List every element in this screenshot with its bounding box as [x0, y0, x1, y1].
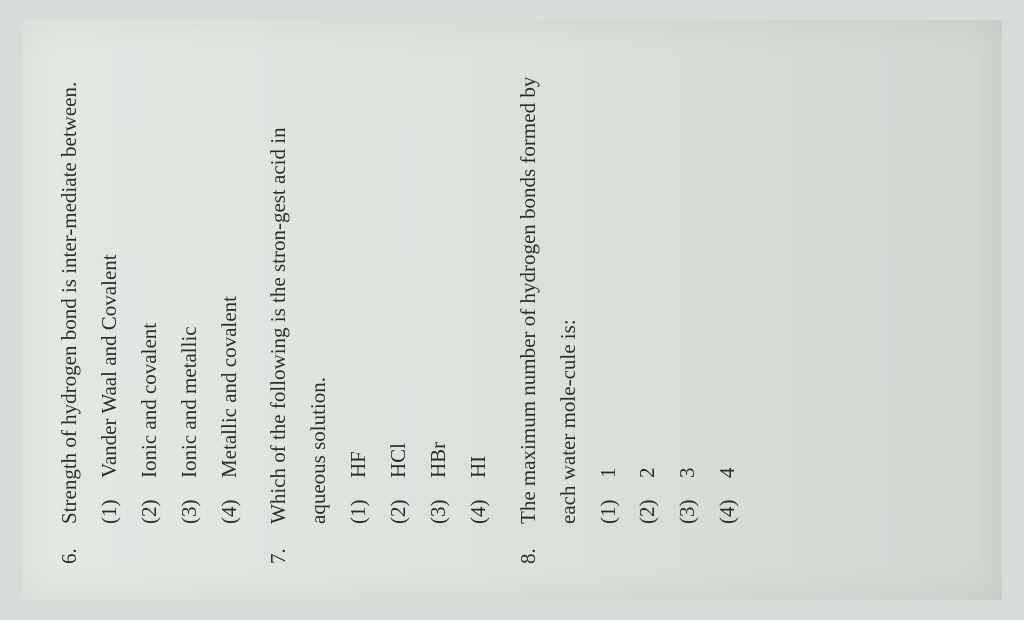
question-stem: Which of the following is the stron-gest…: [259, 56, 339, 524]
options-list: (1) Vander Waal and Covalent (2) Ionic a…: [90, 56, 250, 524]
option-text: 3: [668, 56, 708, 478]
question-6: 6. Strength of hydrogen bond is inter-me…: [50, 56, 249, 564]
options-list: (1) 1 (2) 2 (3) 3 (4) 4: [589, 56, 749, 524]
option-item: (2) HCl: [379, 56, 419, 524]
option-number: (3): [419, 478, 459, 524]
question-row: 8. The maximum number of hydrogen bonds …: [509, 56, 589, 564]
question-7: 7. Which of the following is the stron-g…: [259, 56, 498, 564]
option-text: Metallic and covalent: [210, 56, 250, 478]
option-number: (4): [708, 478, 748, 524]
option-number: (1): [90, 478, 130, 524]
option-number: (4): [459, 478, 499, 524]
option-number: (4): [210, 478, 250, 524]
option-text: 2: [628, 56, 668, 478]
option-number: (1): [589, 478, 629, 524]
option-number: (1): [339, 478, 379, 524]
option-item: (4) 4: [708, 56, 748, 524]
option-item: (3) HBr: [419, 56, 459, 524]
option-text: HCl: [379, 56, 419, 478]
option-number: (3): [668, 478, 708, 524]
option-text: HF: [339, 56, 379, 478]
option-item: (3) 3: [668, 56, 708, 524]
option-number: (2): [379, 478, 419, 524]
option-number: (2): [130, 478, 170, 524]
option-item: (4) HI: [459, 56, 499, 524]
option-item: (3) Ionic and metallic: [170, 56, 210, 524]
question-row: 7. Which of the following is the stron-g…: [259, 56, 339, 564]
option-text: Vander Waal and Covalent: [90, 56, 130, 478]
option-text: 4: [708, 56, 748, 478]
option-text: HI: [459, 56, 499, 478]
option-item: (2) Ionic and covalent: [130, 56, 170, 524]
options-list: (1) HF (2) HCl (3) HBr (4) HI: [339, 56, 499, 524]
option-text: Ionic and metallic: [170, 56, 210, 478]
option-text: HBr: [419, 56, 459, 478]
question-stem: The maximum number of hydrogen bonds for…: [509, 56, 589, 524]
question-row: 6. Strength of hydrogen bond is inter-me…: [50, 56, 90, 564]
option-item: (1) HF: [339, 56, 379, 524]
option-item: (2) 2: [628, 56, 668, 524]
option-number: (3): [170, 478, 210, 524]
option-number: (2): [628, 478, 668, 524]
option-item: (1) 1: [589, 56, 629, 524]
question-number: 8.: [509, 524, 549, 564]
question-number: 6.: [50, 524, 90, 564]
question-stem: Strength of hydrogen bond is inter-media…: [50, 56, 90, 524]
exam-page: 6. Strength of hydrogen bond is inter-me…: [22, 20, 1002, 600]
question-number: 7.: [259, 524, 299, 564]
option-text: 1: [589, 56, 629, 478]
option-item: (1) Vander Waal and Covalent: [90, 56, 130, 524]
option-text: Ionic and covalent: [130, 56, 170, 478]
question-8: 8. The maximum number of hydrogen bonds …: [509, 56, 748, 564]
option-item: (4) Metallic and covalent: [210, 56, 250, 524]
